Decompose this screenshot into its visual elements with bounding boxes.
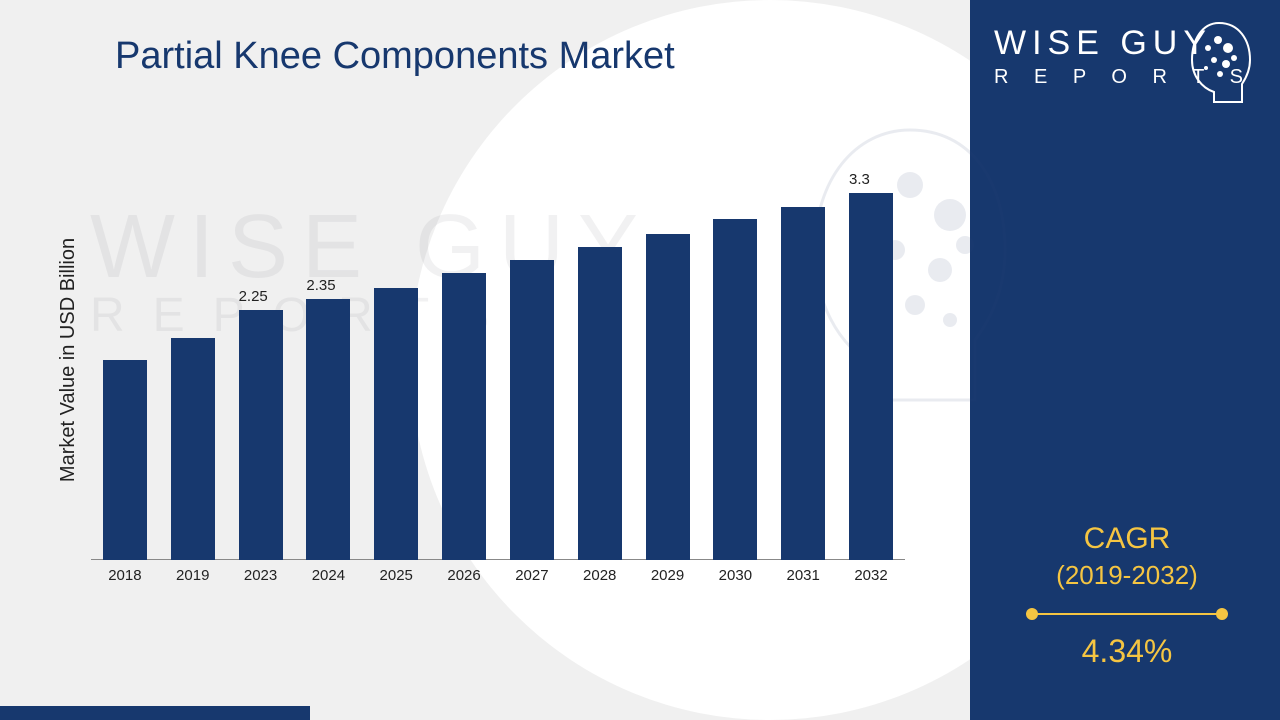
x-tick-label: 2031 (787, 567, 820, 584)
bar (239, 310, 283, 560)
x-tick-label: 2025 (380, 567, 413, 584)
x-tick-label: 2026 (447, 567, 480, 584)
bar-wrap: 2018 (94, 360, 156, 560)
bar (713, 219, 757, 560)
bar-value-label: 3.3 (849, 171, 870, 188)
x-tick-label: 2030 (719, 567, 752, 584)
bar-wrap: 2026 (433, 273, 495, 560)
bar-wrap: 2027 (501, 260, 563, 560)
bar-wrap: 2029 (637, 234, 699, 560)
bars-container: 201820192.2520232.3520242025202620272028… (91, 160, 905, 560)
bar (578, 247, 622, 560)
bar (171, 338, 215, 560)
bar (849, 193, 893, 560)
cagr-label: CAGR (1002, 522, 1252, 556)
bottom-stripe (0, 706, 310, 720)
canvas: Partial Knee Components Market WISE GUY … (0, 0, 1280, 720)
bar-wrap: 3.32032 (840, 193, 902, 560)
bar-wrap: 2.352024 (297, 299, 359, 560)
plot-area: 201820192.2520232.3520242025202620272028… (91, 160, 905, 560)
bar-wrap: 2028 (569, 247, 631, 560)
x-tick-label: 2023 (244, 567, 277, 584)
bar (646, 234, 690, 560)
x-tick-label: 2018 (108, 567, 141, 584)
bar-wrap: 2030 (704, 219, 766, 560)
bar (781, 207, 825, 560)
x-tick-label: 2029 (651, 567, 684, 584)
cagr-period: (2019-2032) (1002, 560, 1252, 591)
bar-wrap: 2019 (162, 338, 224, 560)
bar-wrap: 2025 (365, 288, 427, 560)
x-tick-label: 2019 (176, 567, 209, 584)
bar-value-label: 2.35 (306, 277, 335, 294)
x-tick-label: 2027 (515, 567, 548, 584)
bar-chart: Market Value in USD Billion 201820192.25… (65, 160, 905, 580)
bar-wrap: 2.252023 (230, 310, 292, 560)
bar (442, 273, 486, 560)
bar (510, 260, 554, 560)
bar-wrap: 2031 (772, 207, 834, 560)
x-tick-label: 2032 (854, 567, 887, 584)
bar-value-label: 2.25 (239, 288, 268, 305)
logo-main-text: WISE GUY (994, 24, 1212, 63)
y-axis-label: Market Value in USD Billion (57, 180, 80, 540)
x-tick-label: 2024 (312, 567, 345, 584)
cagr-divider (1032, 613, 1222, 615)
head-icon (1184, 18, 1254, 108)
bar (306, 299, 350, 560)
page-title: Partial Knee Components Market (115, 35, 675, 78)
cagr-value: 4.34% (1002, 633, 1252, 670)
x-tick-label: 2028 (583, 567, 616, 584)
cagr-block: CAGR (2019-2032) 4.34% (1002, 522, 1252, 670)
bar (103, 360, 147, 560)
brand-logo: WISE GUY R E P O R T S (994, 18, 1254, 108)
bar (374, 288, 418, 560)
